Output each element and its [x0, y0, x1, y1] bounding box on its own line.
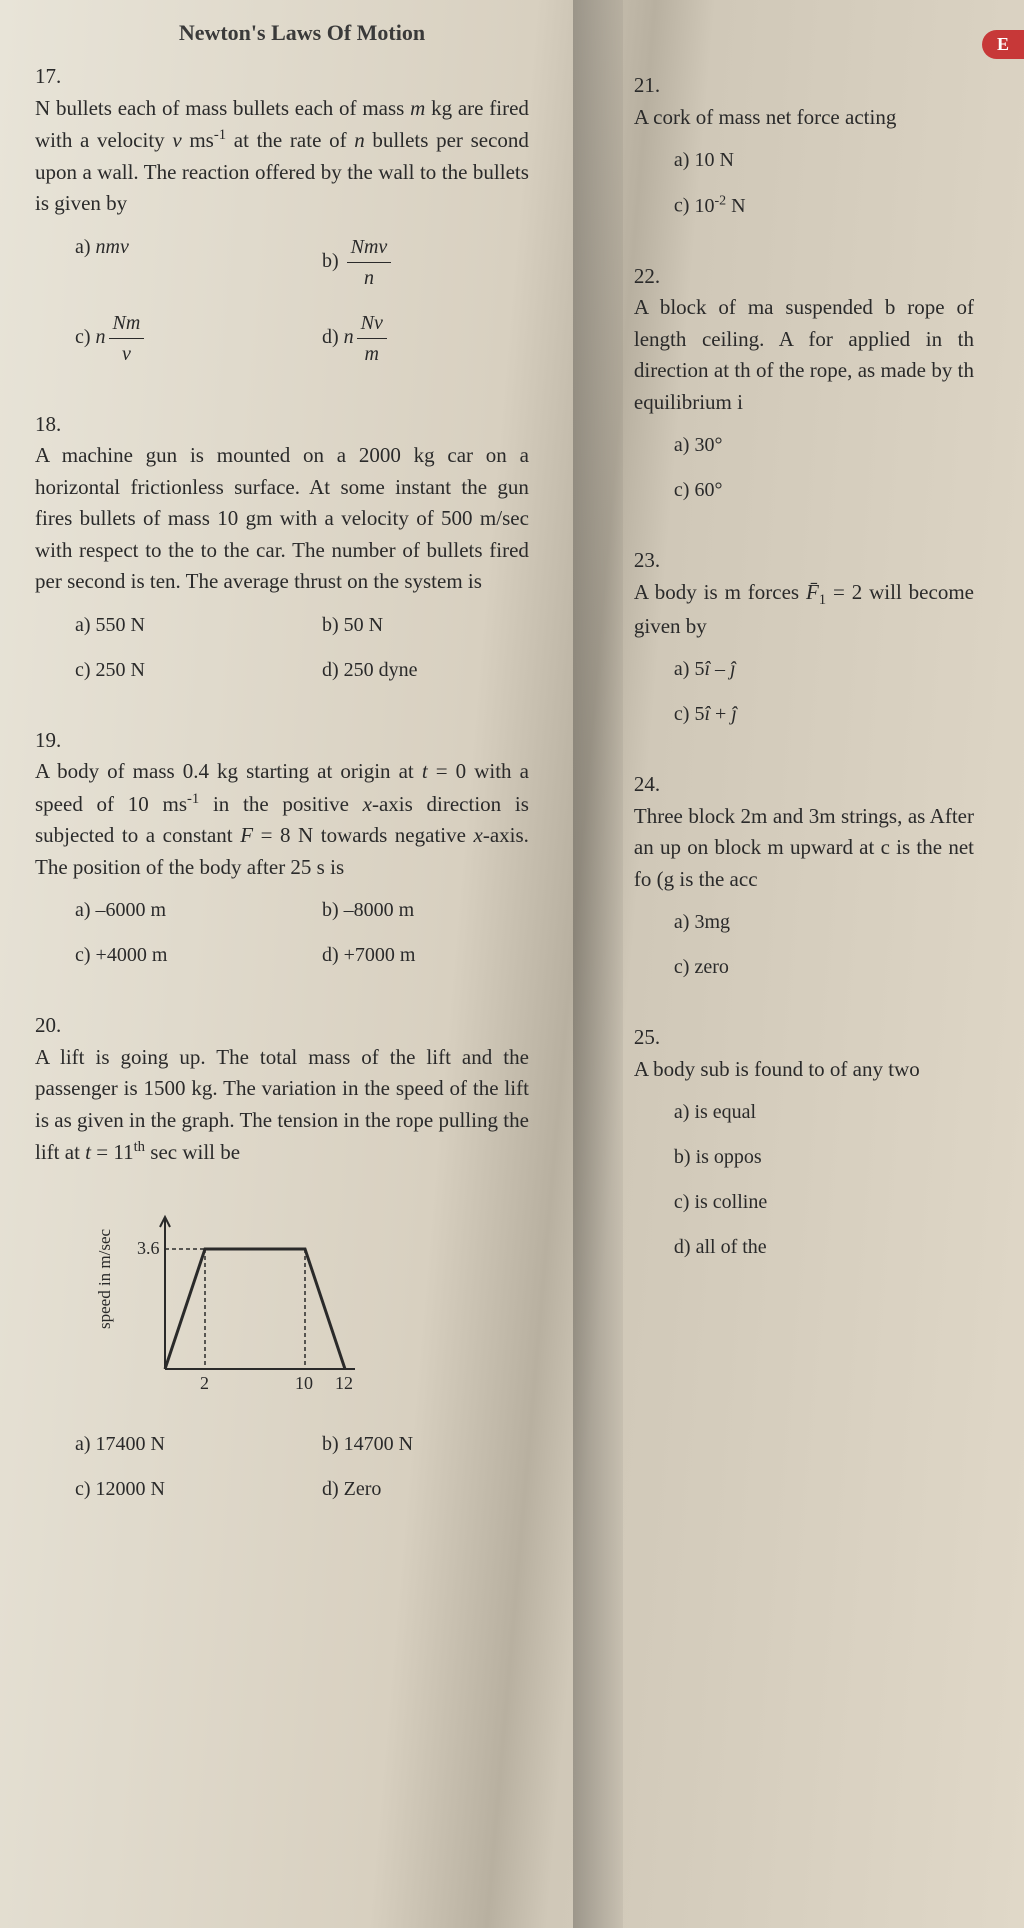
option-d: d) all of the [674, 1232, 1014, 1262]
option-a: a) 3mg [674, 907, 1014, 937]
question-18: 18. A machine gun is mounted on a 2000 k… [35, 409, 569, 700]
options: a) –6000 m b) –8000 m c) +4000 m d) +700… [75, 895, 569, 985]
q-number: 17. [35, 61, 70, 93]
option-a: a) is equal [674, 1097, 1014, 1127]
q-text: A machine gun is mounted on a 2000 kg ca… [35, 440, 529, 598]
y-axis-label: speed in m/sec [95, 1228, 114, 1329]
q-number: 25. [634, 1022, 669, 1054]
q-text: A lift is going up. The total mass of th… [35, 1042, 529, 1169]
book-spread: Newton's Laws Of Motion 17. N bullets ea… [0, 0, 1024, 1928]
q-number: 18. [35, 409, 70, 441]
x-tick-2: 2 [200, 1373, 209, 1393]
option-a: a) –6000 m [75, 895, 322, 925]
q-text: A cork of mass net force acting [634, 102, 974, 134]
option-b: b) 50 N [322, 610, 569, 640]
q-number: 23. [634, 545, 669, 577]
option-d: d) +7000 m [322, 940, 569, 970]
question-25: 25. A body sub is found to of any two a)… [634, 1022, 1014, 1277]
option-a: a) 30° [674, 430, 1014, 460]
options: a) nmv b) Nmvn c) nNmv d) nNvm [75, 232, 569, 384]
section-banner: E [982, 30, 1024, 59]
q-text: N bullets each of mass bullets each of m… [35, 93, 529, 220]
option-c: c) 60° [674, 475, 1014, 505]
q-text: A body of mass 0.4 kg starting at origin… [35, 756, 529, 883]
option-d: d) 250 dyne [322, 655, 569, 685]
right-page: E 21. A cork of mass net force acting a)… [594, 0, 1024, 1928]
question-17: 17. N bullets each of mass bullets each … [35, 61, 569, 384]
option-c: c) 5î + ĵ [674, 699, 1014, 729]
question-22: 22. A block of ma suspended b rope of le… [634, 261, 1014, 521]
options: a) 550 N b) 50 N c) 250 N d) 250 dyne [75, 610, 569, 700]
q-number: 20. [35, 1010, 70, 1042]
options: a) 10 N c) 10-2 N [674, 145, 1014, 236]
question-20: 20. A lift is going up. The total mass o… [35, 1010, 569, 1519]
q-text: A body sub is found to of any two [634, 1054, 974, 1086]
option-c: c) 12000 N [75, 1474, 322, 1504]
question-23: 23. A body is m forces F̄1 = 2 will beco… [634, 545, 1014, 744]
option-c: c) nNmv [75, 308, 322, 369]
graph-svg: speed in m/sec 3.6 2 10 [95, 1189, 375, 1409]
option-a: a) nmv [75, 232, 322, 293]
question-21: 21. A cork of mass net force acting a) 1… [634, 70, 1014, 236]
option-a: a) 550 N [75, 610, 322, 640]
q-text: A body is m forces F̄1 = 2 will become g… [634, 577, 974, 643]
question-19: 19. A body of mass 0.4 kg starting at or… [35, 725, 569, 986]
x-tick-12: 12 [335, 1373, 353, 1393]
q-text: A block of ma suspended b rope of length… [634, 292, 974, 418]
question-24: 24. Three block 2m and 3m strings, as Af… [634, 769, 1014, 997]
y-tick: 3.6 [137, 1238, 160, 1258]
speed-curve [165, 1249, 345, 1369]
options: a) 17400 N b) 14700 N c) 12000 N d) Zero [75, 1429, 569, 1519]
chapter-header: Newton's Laws Of Motion [35, 20, 569, 46]
options: a) 30° c) 60° [674, 430, 1014, 520]
option-a: a) 10 N [674, 145, 1014, 175]
option-b: b) is oppos [674, 1142, 1014, 1172]
q-text: Three block 2m and 3m strings, as After … [634, 801, 974, 896]
option-c: c) is colline [674, 1187, 1014, 1217]
q-number: 19. [35, 725, 70, 757]
option-c: c) +4000 m [75, 940, 322, 970]
option-c: c) zero [674, 952, 1014, 982]
option-b: b) 14700 N [322, 1429, 569, 1459]
option-a: a) 17400 N [75, 1429, 322, 1459]
option-b: b) –8000 m [322, 895, 569, 925]
option-d: d) nNvm [322, 308, 569, 369]
option-c: c) 250 N [75, 655, 322, 685]
q-number: 24. [634, 769, 669, 801]
q-number: 22. [634, 261, 669, 293]
left-page: Newton's Laws Of Motion 17. N bullets ea… [0, 0, 594, 1928]
option-a: a) 5î – ĵ [674, 654, 1014, 684]
option-d: d) Zero [322, 1474, 569, 1504]
option-b: b) Nmvn [322, 232, 569, 293]
velocity-time-graph: speed in m/sec 3.6 2 10 [95, 1189, 375, 1409]
q-number: 21. [634, 70, 669, 102]
options: a) 5î – ĵ c) 5î + ĵ [674, 654, 1014, 744]
x-tick-10: 10 [295, 1373, 313, 1393]
options: a) is equal b) is oppos c) is colline d)… [674, 1097, 1014, 1277]
option-c: c) 10-2 N [674, 190, 1014, 221]
options: a) 3mg c) zero [674, 907, 1014, 997]
